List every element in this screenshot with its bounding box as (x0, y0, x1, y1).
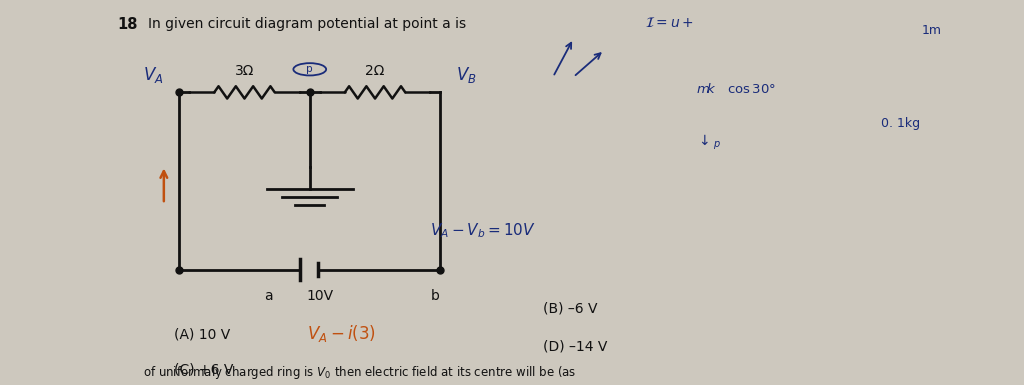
Text: 1m: 1m (922, 24, 942, 37)
Text: a: a (264, 290, 273, 303)
Text: (D) –14 V: (D) –14 V (543, 340, 607, 353)
Text: –82: –82 (18, 62, 47, 77)
Text: b: b (431, 290, 439, 303)
Text: $V_A - V_b = 10V$: $V_A - V_b = 10V$ (430, 222, 537, 240)
Text: (B) –6 V: (B) –6 V (543, 301, 597, 315)
Text: $V_A - i(3)$: $V_A - i(3)$ (307, 323, 376, 343)
Text: 0. 1kg: 0. 1kg (881, 117, 920, 130)
Text: of uniformaly charged ring is $V_0$ then electric field at its centre will be (a: of uniformaly charged ring is $V_0$ then… (143, 364, 577, 381)
Text: $V_A$: $V_A$ (143, 65, 164, 85)
Text: 18: 18 (118, 17, 138, 32)
Text: $\mathcal{I} = u +$: $\mathcal{I} = u +$ (645, 16, 693, 30)
Text: s to: s to (0, 364, 23, 377)
Text: (C) +6 V: (C) +6 V (174, 363, 233, 377)
Text: 2Ω: 2Ω (366, 64, 385, 78)
Text: $\downarrow_p$: $\downarrow_p$ (696, 133, 721, 152)
Text: $2\!\times\!10^6$: $2\!\times\!10^6$ (12, 115, 54, 132)
Text: 3Ω: 3Ω (234, 64, 254, 78)
Text: $m\!k\quad \cos 30°$: $m\!k\quad \cos 30°$ (696, 82, 776, 95)
Bar (0, 0, 97, 385)
Text: 10V: 10V (306, 290, 334, 303)
Text: (A) 10 V: (A) 10 V (174, 328, 230, 342)
Text: $V_B$: $V_B$ (456, 65, 476, 85)
Text: p: p (306, 64, 313, 74)
Text: In given circuit diagram potential at point a is: In given circuit diagram potential at po… (148, 17, 467, 31)
